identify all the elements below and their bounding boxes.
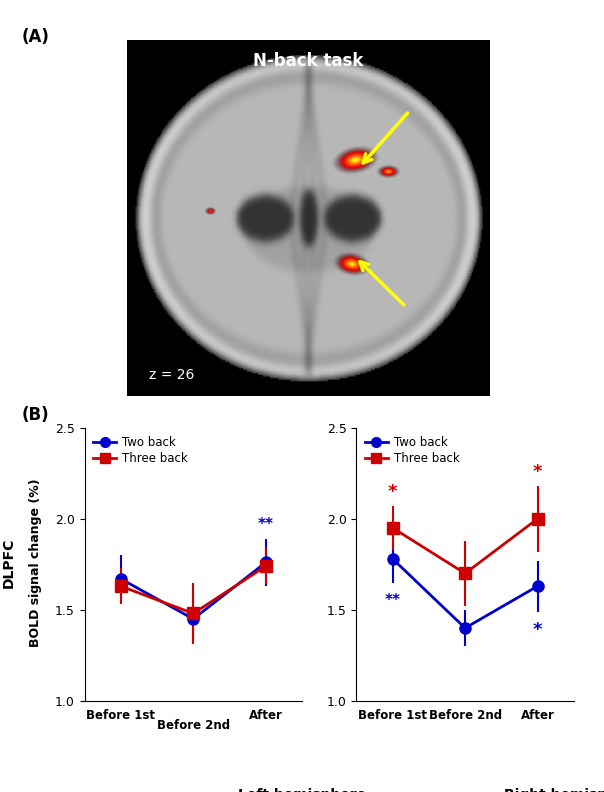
Text: DLPFC: DLPFC bbox=[2, 537, 16, 588]
Text: (B): (B) bbox=[21, 406, 49, 424]
Text: **: ** bbox=[258, 516, 274, 531]
Text: Right hemisphere: Right hemisphere bbox=[504, 788, 604, 792]
Text: (A): (A) bbox=[21, 28, 49, 46]
Text: **: ** bbox=[385, 593, 400, 608]
Legend: Two back, Three back: Two back, Three back bbox=[362, 433, 462, 468]
Text: *: * bbox=[388, 482, 397, 501]
Text: Left hemisphere: Left hemisphere bbox=[238, 788, 366, 792]
Text: *: * bbox=[533, 621, 542, 639]
Text: *: * bbox=[533, 463, 542, 481]
Text: BOLD signal change (%): BOLD signal change (%) bbox=[28, 478, 42, 646]
Text: z = 26: z = 26 bbox=[149, 367, 194, 382]
Legend: Two back, Three back: Two back, Three back bbox=[91, 433, 190, 468]
Text: N-back task: N-back task bbox=[253, 52, 363, 70]
